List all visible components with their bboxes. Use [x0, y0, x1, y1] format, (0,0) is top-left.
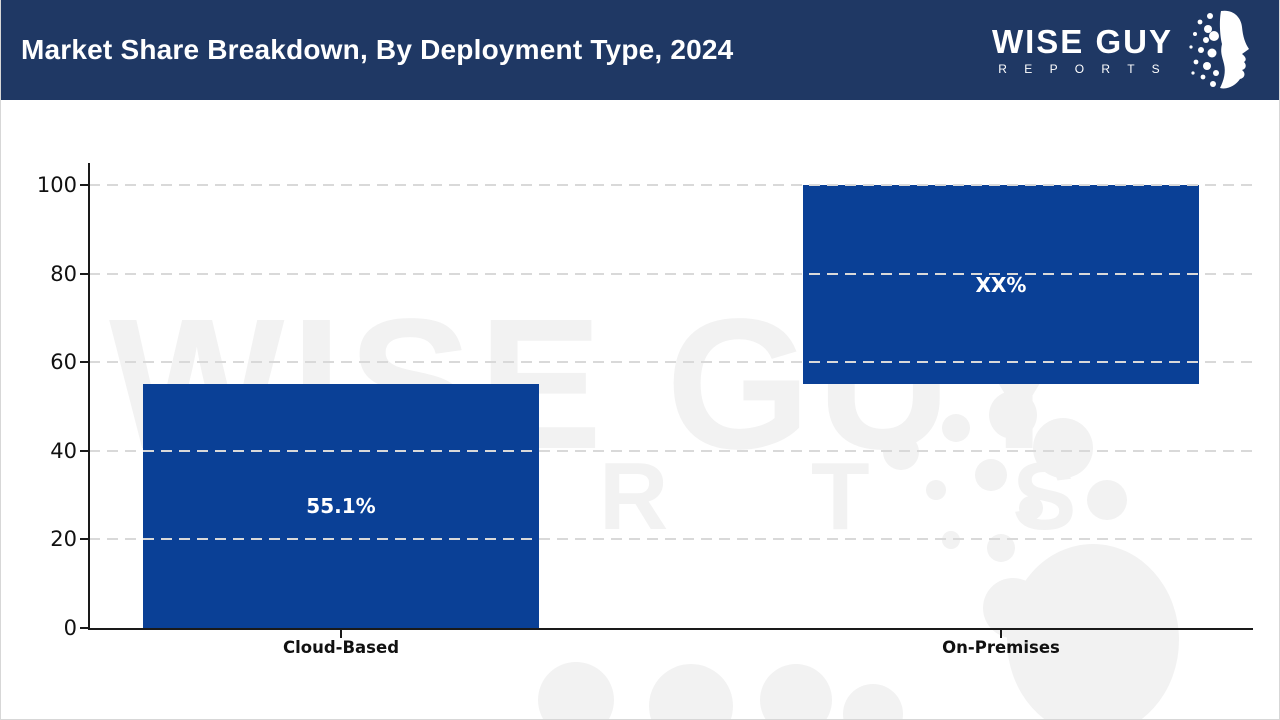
- y-tick-mark-100: [80, 184, 88, 187]
- bar-on-premises: XX%: [802, 185, 1199, 384]
- y-tick-label-100: 100: [36, 173, 77, 198]
- y-axis-line: [88, 163, 90, 630]
- page-title: Market Share Breakdown, By Deployment Ty…: [21, 34, 734, 65]
- y-tick-mark-80: [80, 272, 88, 275]
- gridline-40: [89, 449, 1253, 452]
- y-tick-mark-0: [80, 627, 88, 629]
- brand-logo-text: WISE GUY R E P O R T S: [992, 25, 1173, 75]
- x-axis-line: [88, 628, 1253, 630]
- y-tick-label-0: 0: [63, 616, 77, 640]
- header: Market Share Breakdown, By Deployment Ty…: [1, 0, 1279, 100]
- x-tick-mark-0: [340, 630, 342, 638]
- y-tick-label-20: 20: [50, 527, 77, 552]
- bar-cloud-based: 55.1%: [143, 383, 539, 628]
- brand-logo: WISE GUY R E P O R T S: [992, 7, 1253, 93]
- gridline-20: [89, 538, 1253, 541]
- y-tick-label-40: 40: [50, 438, 77, 463]
- y-tick-mark-20: [80, 538, 88, 541]
- x-tick-label-1: On-Premises: [942, 638, 1060, 657]
- bar-value-label: 55.1%: [306, 493, 376, 518]
- chart-area: WISE GUY R T S 0 20 40 60 80 100 55.1% Cloud-Ba…: [1, 100, 1279, 719]
- y-tick-mark-60: [80, 361, 88, 364]
- y-tick-label-80: 80: [50, 261, 77, 286]
- x-tick-label-0: Cloud-Based: [282, 638, 400, 657]
- gridline-60: [89, 361, 1253, 364]
- watermark-text-2: R T S: [599, 443, 1135, 550]
- y-tick-label-60: 60: [50, 350, 77, 375]
- brand-subtitle: R E P O R T S: [998, 62, 1167, 76]
- bar-value-label: XX%: [975, 272, 1027, 297]
- y-tick-mark-40: [80, 449, 88, 452]
- x-tick-mark-1: [999, 630, 1002, 638]
- brand-name: WISE GUY: [991, 23, 1173, 60]
- gridline-80: [89, 272, 1253, 275]
- gridline-100: [89, 184, 1253, 187]
- brand-face-icon: [1189, 10, 1249, 89]
